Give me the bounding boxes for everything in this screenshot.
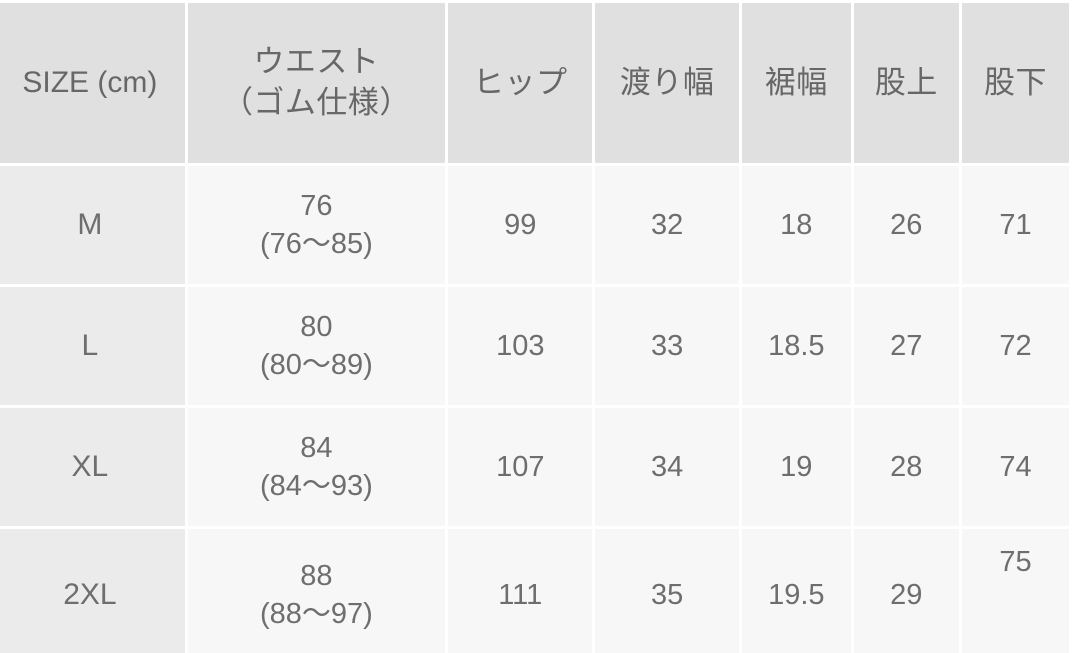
cell-thigh: 33 — [595, 287, 739, 405]
column-header-rise-label: 股上 — [874, 64, 938, 100]
cell-waist: 88 (88〜97) — [187, 529, 446, 653]
cell-rise: 26 — [853, 166, 959, 284]
table-body: M 76 (76〜85) 99 32 18 26 71 L 80 (80〜89)… — [0, 166, 1069, 653]
cell-waist: 84 (84〜93) — [187, 408, 446, 526]
cell-thigh: 32 — [595, 166, 739, 284]
cell-waist-value: 84 — [300, 431, 333, 464]
cell-hip: 99 — [448, 166, 593, 284]
cell-hem: 19 — [741, 408, 851, 526]
table-row: 2XL 88 (88〜97) 111 35 19.5 29 75 — [0, 529, 1069, 653]
table-header: SIZE (cm) ウエスト （ゴム仕様） ヒップ 渡り幅 裾幅 股上 — [0, 3, 1069, 163]
header-row: SIZE (cm) ウエスト （ゴム仕様） ヒップ 渡り幅 裾幅 股上 — [0, 3, 1069, 163]
column-header-size-label: SIZE (cm) — [22, 66, 158, 100]
column-header-rise: 股上 — [853, 3, 959, 163]
column-header-size: SIZE (cm) — [0, 3, 185, 163]
cell-size: XL — [0, 408, 185, 526]
cell-inseam: 75 — [961, 529, 1069, 653]
column-header-waist-label: ウエスト — [253, 44, 380, 80]
column-header-waist: ウエスト （ゴム仕様） — [187, 3, 446, 163]
cell-rise: 29 — [853, 529, 959, 653]
cell-size: 2XL — [0, 529, 185, 653]
cell-hip: 103 — [448, 287, 593, 405]
cell-hip: 111 — [448, 529, 593, 653]
column-header-inseam-label: 股下 — [983, 64, 1047, 100]
cell-waist-range: (88〜97) — [260, 598, 373, 630]
table-row: L 80 (80〜89) 103 33 18.5 27 72 — [0, 287, 1069, 405]
cell-waist-range: (84〜93) — [260, 470, 373, 502]
cell-rise: 27 — [853, 287, 959, 405]
cell-waist-value: 88 — [300, 559, 333, 592]
cell-inseam: 71 — [961, 166, 1069, 284]
cell-waist-range: (80〜89) — [260, 349, 373, 381]
cell-hem: 18.5 — [741, 287, 851, 405]
cell-waist: 80 (80〜89) — [187, 287, 446, 405]
cell-hem: 18 — [741, 166, 851, 284]
cell-thigh: 35 — [595, 529, 739, 653]
table-row: M 76 (76〜85) 99 32 18 26 71 — [0, 166, 1069, 284]
cell-inseam: 74 — [961, 408, 1069, 526]
cell-waist-value: 80 — [300, 310, 333, 343]
cell-waist-value: 76 — [300, 189, 333, 222]
table-row: XL 84 (84〜93) 107 34 19 28 74 — [0, 408, 1069, 526]
column-header-hem: 裾幅 — [741, 3, 851, 163]
column-header-inseam: 股下 — [961, 3, 1069, 163]
cell-size: M — [0, 166, 185, 284]
cell-inseam: 72 — [961, 287, 1069, 405]
cell-rise: 28 — [853, 408, 959, 526]
cell-waist-range: (76〜85) — [260, 228, 373, 260]
column-header-hip-label: ヒップ — [473, 64, 568, 100]
cell-thigh: 34 — [595, 408, 739, 526]
cell-waist: 76 (76〜85) — [187, 166, 446, 284]
cell-hem: 19.5 — [741, 529, 851, 653]
column-header-hip: ヒップ — [448, 3, 593, 163]
column-header-thigh-label: 渡り幅 — [619, 64, 715, 100]
cell-hip: 107 — [448, 408, 593, 526]
column-header-waist-sublabel: （ゴム仕様） — [221, 85, 411, 120]
column-header-hem-label: 裾幅 — [764, 64, 828, 100]
column-header-thigh: 渡り幅 — [595, 3, 739, 163]
cell-size: L — [0, 287, 185, 405]
